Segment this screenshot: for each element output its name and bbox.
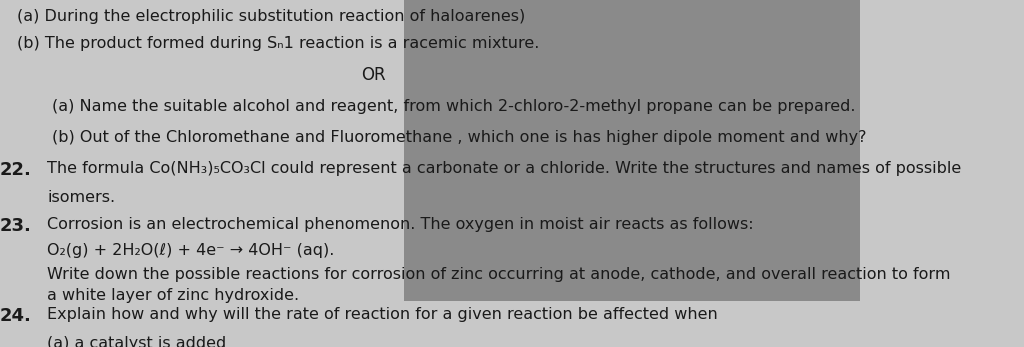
Text: Write down the possible reactions for corrosion of zinc occurring at anode, cath: Write down the possible reactions for co… (47, 266, 950, 282)
FancyBboxPatch shape (404, 0, 860, 301)
Text: The formula Co(NH₃)₅CO₃Cl could represent a carbonate or a chloride. Write the s: The formula Co(NH₃)₅CO₃Cl could represen… (47, 161, 962, 176)
Text: (b) Out of the Chloromethane and Fluoromethane , which one is has higher dipole : (b) Out of the Chloromethane and Fluorom… (51, 129, 866, 145)
Text: 24.: 24. (0, 307, 32, 325)
Text: Corrosion is an electrochemical phenomenon. The oxygen in moist air reacts as fo: Corrosion is an electrochemical phenomen… (47, 217, 754, 232)
Text: (a) During the electrophilic substitution reaction of haloarenes): (a) During the electrophilic substitutio… (17, 9, 525, 24)
Text: 23.: 23. (0, 217, 32, 235)
Text: (a) a catalyst is added: (a) a catalyst is added (47, 336, 226, 347)
Text: (a) Name the suitable alcohol and reagent, from which 2-chloro-2-methyl propane : (a) Name the suitable alcohol and reagen… (51, 100, 855, 115)
Text: a white layer of zinc hydroxide.: a white layer of zinc hydroxide. (47, 288, 299, 303)
Text: Explain how and why will the rate of reaction for a given reaction be affected w: Explain how and why will the rate of rea… (47, 307, 718, 322)
Text: (b) The product formed during Sₙ1 reaction is a racemic mixture.: (b) The product formed during Sₙ1 reacti… (17, 36, 540, 51)
Text: OR: OR (361, 66, 386, 84)
Text: 22.: 22. (0, 161, 32, 179)
Text: O₂(g) + 2H₂O(ℓ) + 4e⁻ → 4OH⁻ (aq).: O₂(g) + 2H₂O(ℓ) + 4e⁻ → 4OH⁻ (aq). (47, 243, 335, 257)
Text: isomers.: isomers. (47, 190, 116, 205)
